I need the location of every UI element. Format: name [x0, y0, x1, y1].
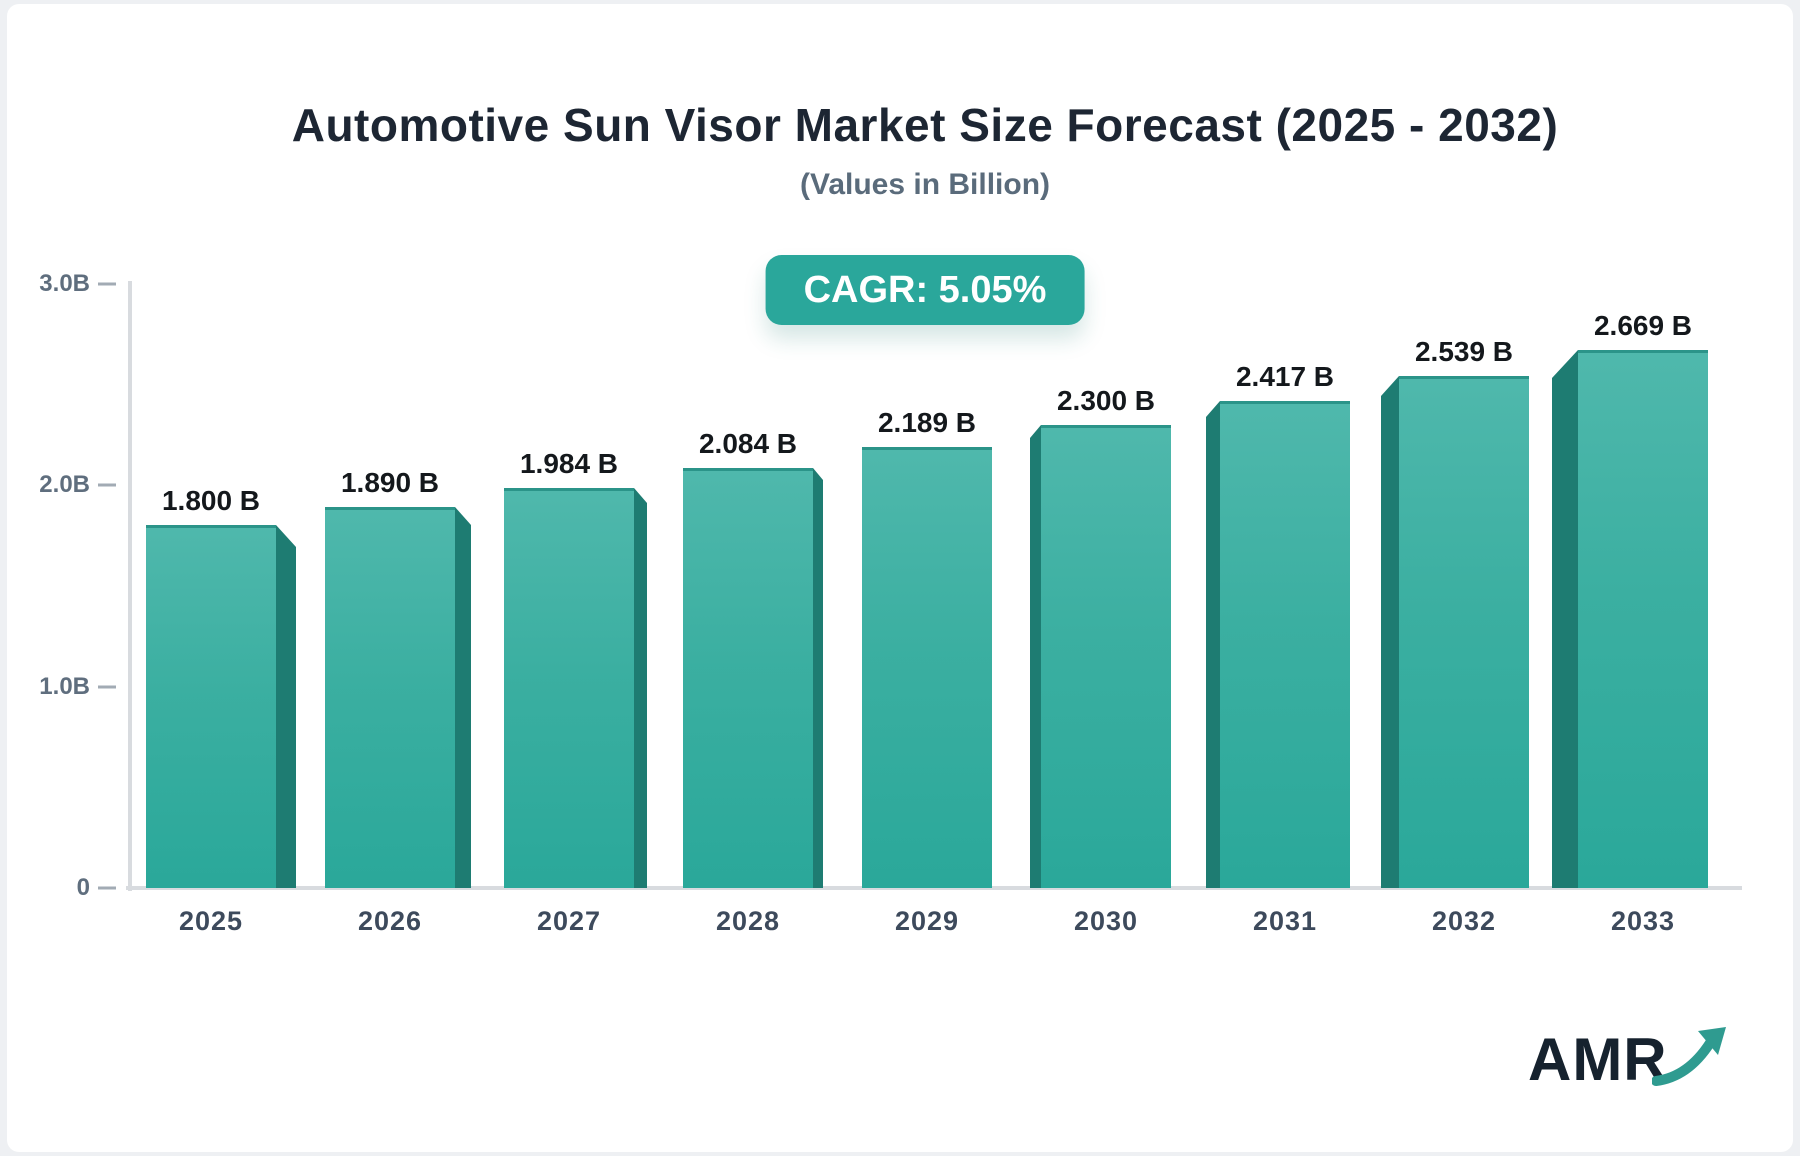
bar-face — [1220, 401, 1350, 888]
y-tick-label: 3.0B — [39, 269, 90, 297]
chart-card: Automotive Sun Visor Market Size Forecas… — [7, 4, 1793, 1152]
bar-value-label: 1.800 B — [161, 485, 261, 516]
bar-year-label: 2029 — [894, 906, 960, 936]
bar-year-label: 2026 — [357, 906, 423, 936]
amr-logo: AMR — [1528, 1026, 1730, 1093]
bar-side-face — [276, 525, 296, 888]
bar-face — [504, 488, 634, 888]
y-tick-dash — [98, 685, 116, 688]
y-tick-label: 1.0B — [39, 672, 90, 700]
chart-title: Automotive Sun Visor Market Size Forecas… — [291, 99, 1559, 151]
chart-subtitle: (Values in Billion) — [799, 168, 1051, 201]
bar-face — [146, 525, 276, 888]
bar-value-label: 2.084 B — [698, 428, 798, 459]
bar-side-face — [1030, 425, 1041, 888]
amr-logo-text: AMR — [1528, 1026, 1668, 1093]
x-axis-line — [126, 886, 1742, 890]
bar-year-label: 2027 — [536, 906, 602, 936]
bar-year-label: 2025 — [178, 906, 244, 936]
bar-value-label: 1.984 B — [519, 448, 619, 479]
bar-year-label: 2032 — [1431, 906, 1497, 936]
bar-value-label: 2.669 B — [1593, 310, 1693, 341]
y-tick-label: 0 — [76, 874, 90, 901]
bar-value-label: 2.539 B — [1414, 336, 1514, 367]
y-tick-dash — [98, 282, 116, 285]
bar-side-face — [813, 468, 823, 888]
bar-year-label: 2028 — [715, 906, 781, 936]
bar-side-face — [455, 507, 471, 888]
bar-value-label: 2.417 B — [1235, 361, 1335, 392]
bar-side-face — [1552, 350, 1578, 888]
bar-face — [1399, 376, 1529, 888]
bar-side-face — [1381, 376, 1399, 888]
y-tick-dash — [98, 886, 116, 890]
bar-side-face — [634, 488, 647, 888]
bar-face — [1041, 425, 1171, 888]
bar-year-label: 2031 — [1252, 906, 1318, 936]
bar-value-label: 1.890 B — [340, 467, 440, 498]
bar-side-face — [1206, 401, 1220, 888]
y-axis-line — [128, 281, 132, 891]
bar-face — [683, 468, 813, 888]
growth-arrow-icon — [1651, 1027, 1726, 1086]
bar-face — [325, 507, 455, 888]
bar-value-label: 2.300 B — [1056, 385, 1156, 416]
bar-face — [1578, 350, 1708, 888]
y-tick-label: 2.0B — [39, 471, 90, 498]
bar-year-label: 2030 — [1073, 906, 1139, 936]
bar-value-label: 2.189 B — [877, 407, 977, 438]
cagr-badge: CAGR: 5.05% — [765, 255, 1085, 325]
bar-year-label: 2033 — [1610, 906, 1676, 936]
y-tick-dash — [98, 483, 116, 487]
bar-face — [862, 447, 992, 888]
